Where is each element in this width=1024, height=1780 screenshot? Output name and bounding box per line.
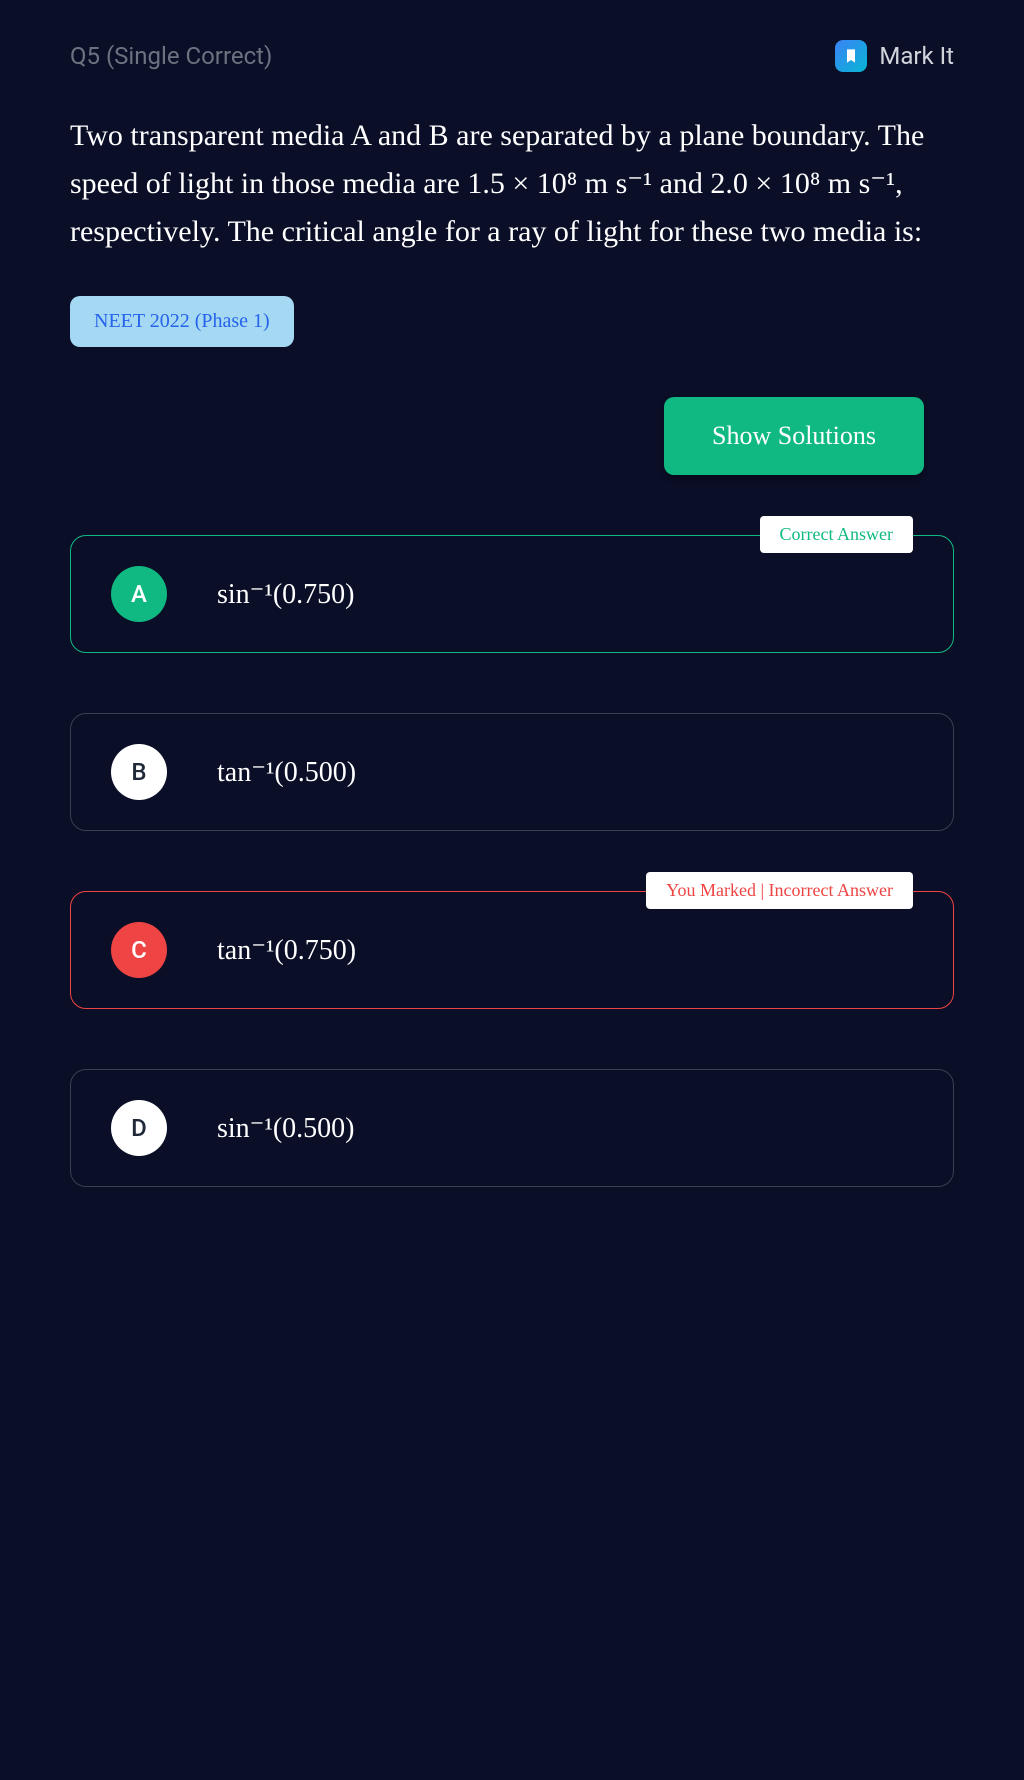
- option-letter: A: [111, 566, 167, 622]
- option-a[interactable]: Correct Answer A sin⁻¹(0.750): [70, 535, 954, 653]
- exam-tag-badge: NEET 2022 (Phase 1): [70, 296, 294, 347]
- option-text: tan⁻¹(0.750): [217, 933, 356, 967]
- option-letter: D: [111, 1100, 167, 1156]
- correct-answer-badge: Correct Answer: [760, 516, 913, 553]
- question-number-label: Q5 (Single Correct): [70, 42, 272, 70]
- option-b[interactable]: B tan⁻¹(0.500): [70, 713, 954, 831]
- option-c[interactable]: You Marked | Incorrect Answer C tan⁻¹(0.…: [70, 891, 954, 1009]
- option-letter: B: [111, 744, 167, 800]
- option-d[interactable]: D sin⁻¹(0.500): [70, 1069, 954, 1187]
- bookmark-icon: [835, 40, 867, 72]
- question-header: Q5 (Single Correct) Mark It: [70, 40, 954, 72]
- option-text: tan⁻¹(0.500): [217, 755, 356, 789]
- mark-it-button[interactable]: Mark It: [835, 40, 954, 72]
- show-solutions-wrapper: Show Solutions: [70, 397, 954, 475]
- question-text: Two transparent media A and B are separa…: [70, 112, 954, 256]
- show-solutions-button[interactable]: Show Solutions: [664, 397, 924, 475]
- option-letter: C: [111, 922, 167, 978]
- options-container: Correct Answer A sin⁻¹(0.750) B tan⁻¹(0.…: [70, 535, 954, 1187]
- mark-it-label: Mark It: [879, 42, 954, 70]
- incorrect-answer-badge: You Marked | Incorrect Answer: [646, 872, 913, 909]
- option-text: sin⁻¹(0.500): [217, 1111, 355, 1145]
- option-text: sin⁻¹(0.750): [217, 577, 355, 611]
